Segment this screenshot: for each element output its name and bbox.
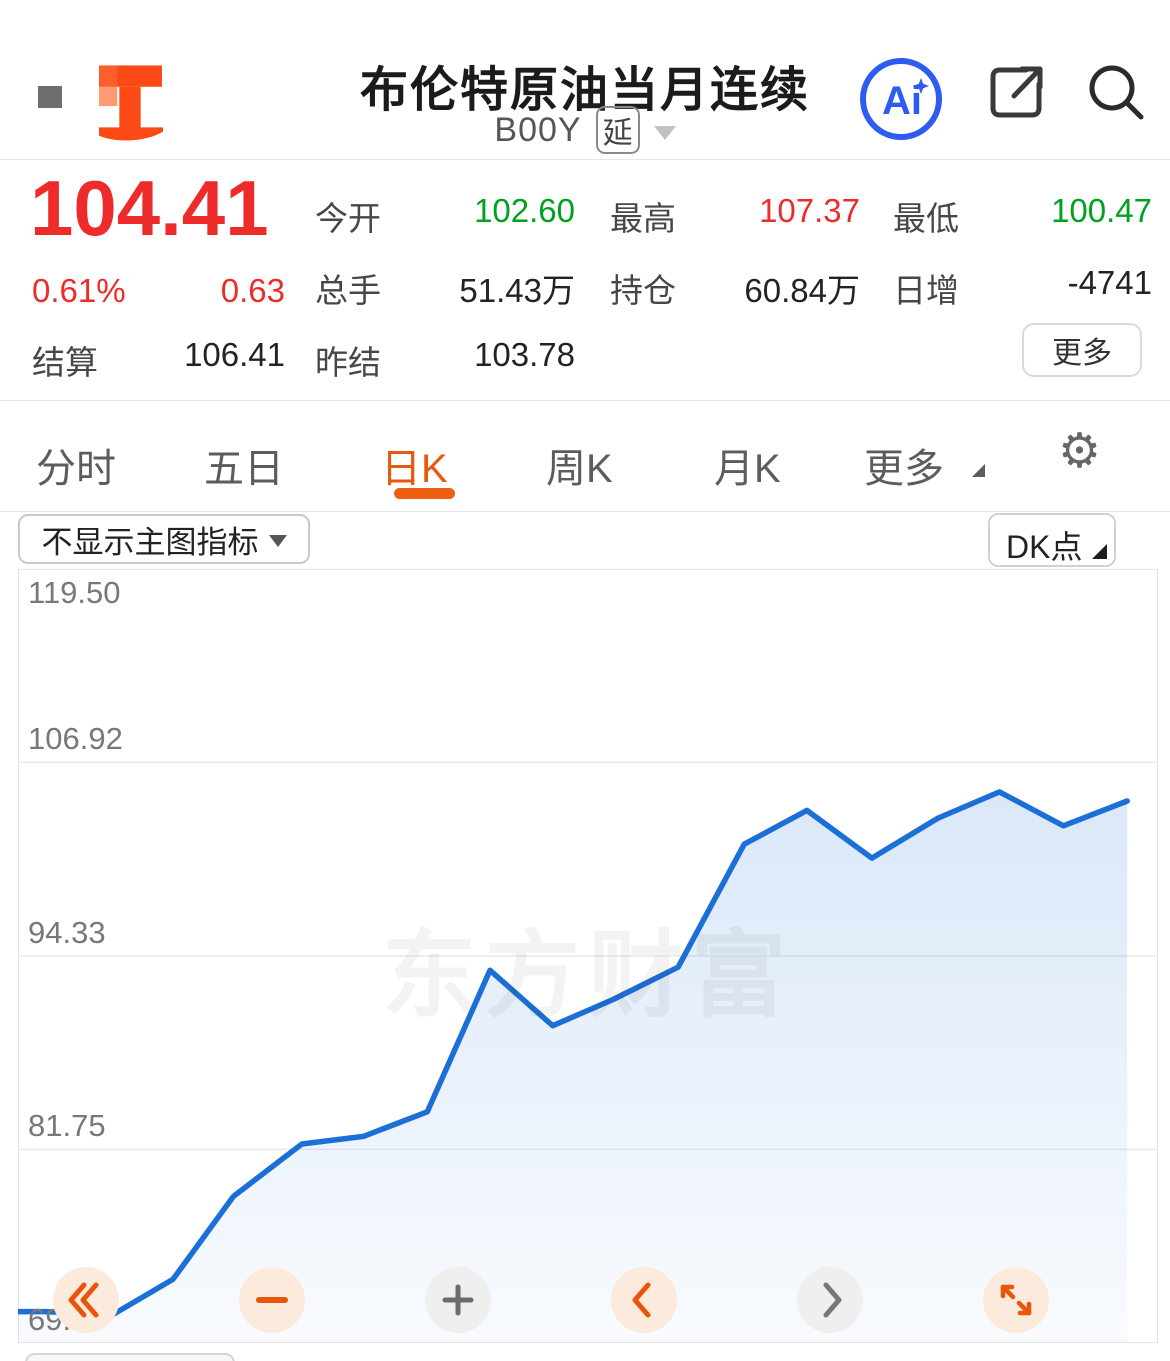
main-indicator-selector[interactable]: 不显示主图指标 bbox=[18, 514, 310, 564]
change-row: 0.61% 0.63 bbox=[32, 272, 285, 310]
chevron-down-icon bbox=[653, 126, 676, 140]
prev-settle-row: 昨结 103.78 bbox=[315, 336, 575, 384]
prev-settle-label: 昨结 bbox=[315, 344, 381, 381]
high-row: 最高 107.37 bbox=[610, 192, 860, 240]
next-button[interactable] bbox=[797, 1267, 863, 1333]
open-interest-value: 60.84万 bbox=[744, 272, 860, 309]
expand-arrows-icon bbox=[1000, 1284, 1032, 1316]
contract-code: B00Y bbox=[494, 110, 582, 149]
y-axis-tick-label: 119.50 bbox=[28, 575, 121, 610]
open-interest-row: 持仓 60.84万 bbox=[610, 264, 860, 312]
previous-button[interactable] bbox=[611, 1267, 677, 1333]
settings-gear-icon[interactable]: ⚙ bbox=[1058, 425, 1102, 478]
chevron-right-icon bbox=[823, 1282, 842, 1318]
change-value: 0.63 bbox=[220, 272, 285, 309]
settle-row: 结算 106.41 bbox=[32, 336, 285, 384]
dk-point-button[interactable]: DK点 bbox=[988, 513, 1116, 567]
tab-weekly-k[interactable]: 周K bbox=[546, 447, 613, 491]
broker-logo-icon bbox=[99, 65, 163, 141]
tab-more[interactable]: 更多 bbox=[864, 447, 944, 491]
prev-settle-value: 103.78 bbox=[474, 336, 575, 373]
fast-rewind-button[interactable] bbox=[53, 1267, 119, 1333]
tab-daily-k[interactable]: 日K bbox=[381, 447, 448, 491]
active-tab-underline bbox=[394, 488, 455, 499]
caret-down-icon bbox=[268, 535, 287, 547]
tab-minute[interactable]: 分时 bbox=[36, 447, 116, 491]
divider bbox=[0, 400, 1170, 401]
search-icon[interactable] bbox=[1084, 60, 1148, 124]
indicator-selector-label: 不显示主图指标 bbox=[41, 524, 259, 560]
minus-icon bbox=[256, 1297, 288, 1303]
settle-value: 106.41 bbox=[184, 336, 285, 373]
change-percent: 0.61% bbox=[32, 272, 126, 309]
status-fragment bbox=[38, 86, 62, 108]
day-increase-label: 日增 bbox=[893, 272, 959, 309]
y-axis-tick-label: 94.33 bbox=[28, 915, 106, 950]
corner-triangle-icon bbox=[1092, 544, 1107, 559]
volume-label: 总手 bbox=[315, 272, 381, 309]
ai-assistant-button[interactable]: Ai bbox=[858, 56, 944, 142]
tab-monthly-k[interactable]: 月K bbox=[714, 447, 781, 491]
dk-point-label: DK点 bbox=[1006, 529, 1083, 565]
settle-label: 结算 bbox=[32, 344, 98, 381]
open-value: 102.60 bbox=[474, 192, 575, 229]
volume-value: 51.43万 bbox=[459, 272, 575, 309]
chevron-left-icon bbox=[632, 1282, 651, 1318]
y-axis-tick-label: 81.75 bbox=[28, 1108, 106, 1144]
high-label: 最高 bbox=[610, 200, 676, 237]
plus-icon bbox=[442, 1284, 474, 1316]
day-increase-value: -4741 bbox=[1067, 264, 1152, 301]
y-axis-tick-label: 106.92 bbox=[28, 721, 123, 757]
more-button[interactable]: 更多 bbox=[1022, 323, 1142, 377]
tab-five-day[interactable]: 五日 bbox=[204, 447, 284, 491]
chart-canvas bbox=[18, 569, 1158, 1343]
volume-indicator-button[interactable]: 成交量 bbox=[25, 1353, 235, 1361]
zoom-out-button[interactable] bbox=[239, 1267, 305, 1333]
double-chevron-left-icon bbox=[68, 1282, 99, 1318]
open-label: 今开 bbox=[315, 200, 381, 237]
high-value: 107.37 bbox=[759, 192, 860, 229]
contract-title: 布伦特原油当月连续 bbox=[359, 64, 810, 117]
last-price: 104.41 bbox=[30, 164, 269, 252]
open-row: 今开 102.60 bbox=[315, 192, 575, 240]
open-interest-label: 持仓 bbox=[610, 272, 676, 309]
low-value: 100.47 bbox=[1051, 192, 1152, 229]
sparkle-icon bbox=[913, 78, 929, 94]
contract-subrow[interactable]: B00Y 延 bbox=[0, 106, 1170, 154]
day-increase-row: 日增 -4741 bbox=[893, 264, 1152, 312]
divider bbox=[0, 511, 1170, 512]
corner-triangle-icon bbox=[972, 464, 985, 477]
volume-row: 总手 51.43万 bbox=[315, 264, 575, 312]
low-label: 最低 bbox=[893, 200, 959, 237]
zoom-in-button[interactable] bbox=[425, 1267, 491, 1333]
share-icon[interactable] bbox=[984, 60, 1048, 124]
fullscreen-button[interactable] bbox=[983, 1267, 1049, 1333]
low-row: 最低 100.47 bbox=[893, 192, 1152, 240]
divider bbox=[0, 159, 1170, 160]
delay-badge: 延 bbox=[595, 106, 640, 154]
